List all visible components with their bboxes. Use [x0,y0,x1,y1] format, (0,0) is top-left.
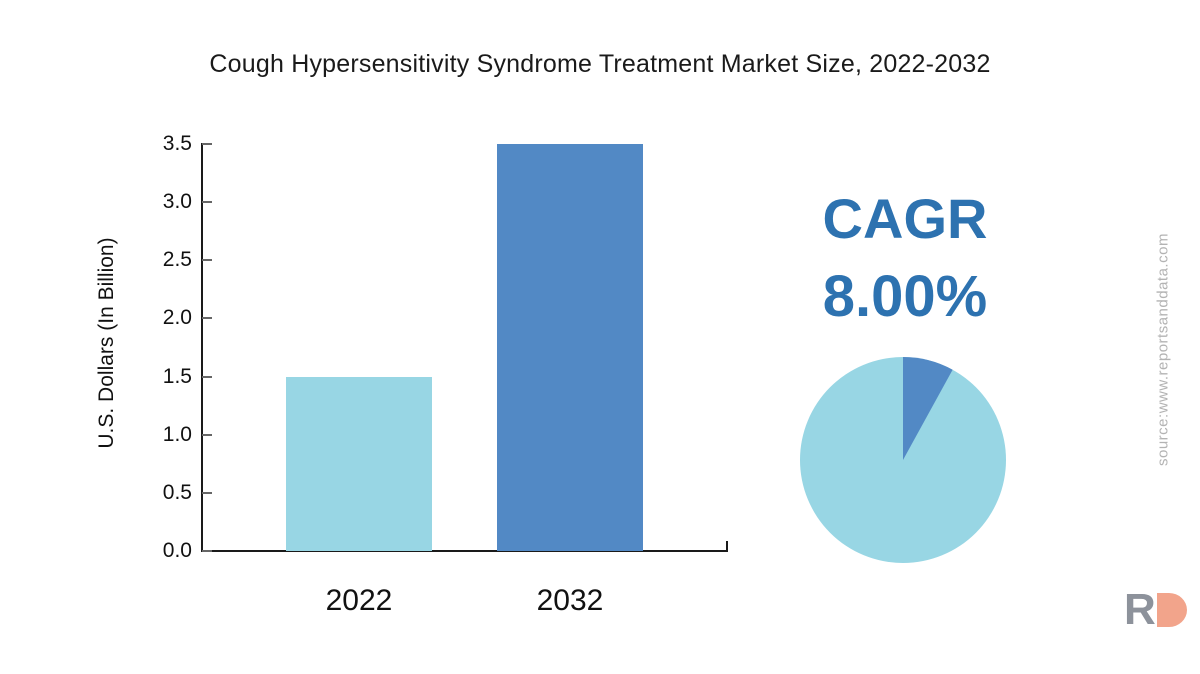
y-tick-label: 1.5 [162,364,192,388]
y-axis-label: U.S. Dollars (In Billion) [95,237,118,449]
cagr-value: 8.00% [822,264,988,330]
y-tick-label: 1.0 [162,422,192,446]
y-tick-label: 0.0 [162,539,192,562]
y-tick-mark [202,433,212,436]
y-tick-label: 2.5 [162,248,192,272]
logo-letter-r: R [1124,585,1156,634]
y-axis-line [201,143,203,552]
pie-chart [800,357,1006,563]
x-category-label: 2022 [325,584,393,617]
y-tick-mark [202,317,212,320]
x-axis-end-tick [726,541,728,551]
y-tick-label: 3.0 [162,190,192,214]
y-tick-mark [202,143,212,145]
pie-slice-cagr-share [903,357,953,460]
y-tick-mark [202,375,212,378]
brand-logo: R [1124,585,1187,634]
y-tick-label: 0.5 [162,480,192,504]
y-tick-mark [202,491,212,494]
chart-title: Cough Hypersensitivity Syndrome Treatmen… [209,50,991,78]
y-tick-mark [202,259,212,262]
cagr-label: CAGR [822,187,988,250]
y-tick-label: 2.0 [162,306,192,330]
logo-letter-d-shape [1156,593,1187,627]
x-axis-line [201,550,728,552]
cagr-block: CAGR 8.00% [823,180,988,337]
source-note: source:www.reportsanddata.com [1154,233,1172,467]
x-category-label: 2032 [536,584,604,617]
y-tick-mark [202,550,212,552]
bar-chart: U.S. Dollars (In Billion) 0.0 0.5 1.0 1.5 2.… [95,132,728,617]
y-tick-mark [202,201,212,204]
bar-2022 [286,376,432,551]
bar-2032 [497,144,643,551]
y-tick-label: 3.5 [162,132,192,155]
